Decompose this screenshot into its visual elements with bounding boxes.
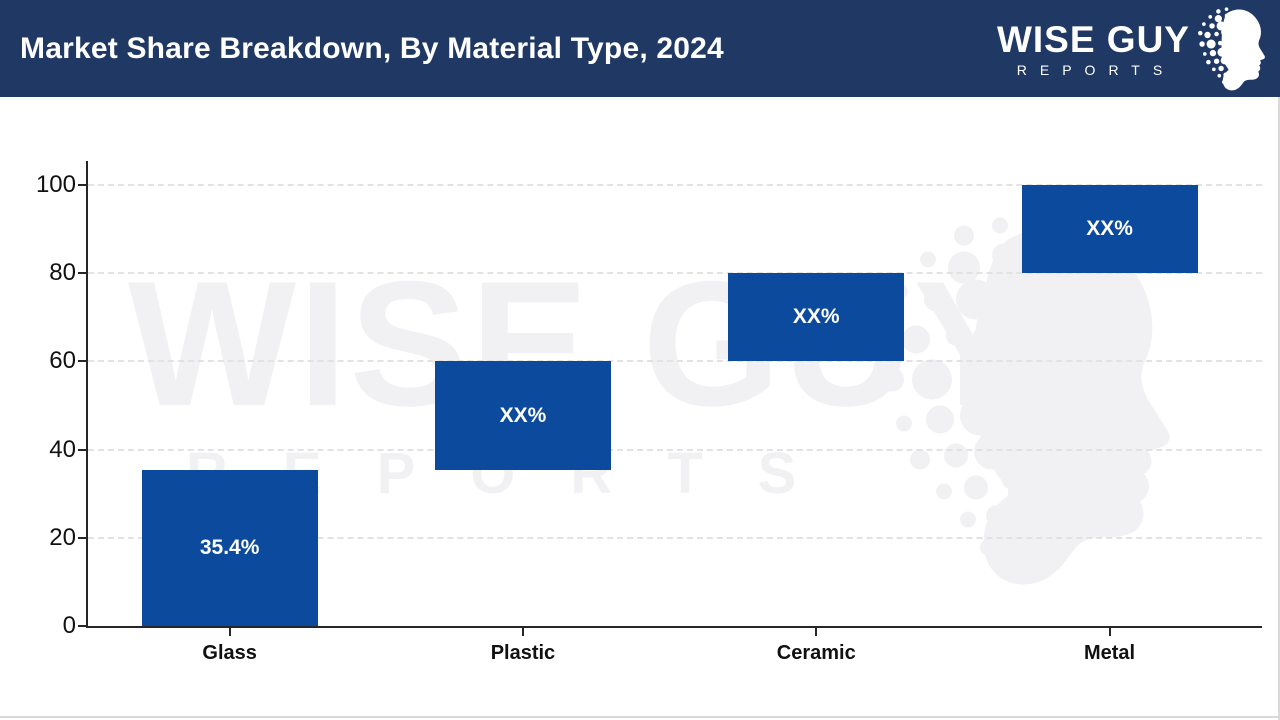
gridline-80 <box>88 272 1262 275</box>
y-tick-mark <box>78 272 86 275</box>
bar-value-label: XX% <box>792 305 840 329</box>
y-tick-mark <box>78 625 86 627</box>
gridline-60 <box>88 360 1262 363</box>
bar-glass: 35.4% <box>141 469 318 626</box>
bar-value-label: XX% <box>1086 217 1133 241</box>
x-category-label: Glass <box>202 642 257 664</box>
y-tick-label: 60 <box>49 347 76 375</box>
header-bar: Market Share Breakdown, By Material Type… <box>0 0 1280 97</box>
bar-ceramic: XX% <box>728 273 905 362</box>
gridline-20 <box>88 536 1262 539</box>
x-tick-mark <box>521 628 524 636</box>
x-category-label: Plastic <box>490 642 556 664</box>
y-tick-mark <box>78 448 86 451</box>
bar-metal: XX% <box>1021 185 1198 274</box>
chart-area: WISE GUY REPORTS 0 20 40 60 80 100 35.4% Glass X… <box>0 97 1280 720</box>
y-tick-label: 0 <box>62 612 76 639</box>
x-category-label: Ceramic <box>776 642 856 664</box>
logo-text: WISE GUY REPORTS <box>997 21 1190 77</box>
x-tick-mark <box>815 628 818 636</box>
logo-head-icon <box>1174 6 1270 92</box>
chart-title: Market Share Breakdown, By Material Type… <box>20 31 724 65</box>
wiseguy-logo: WISE GUY REPORTS <box>997 6 1270 92</box>
y-tick-label: 40 <box>49 435 76 463</box>
logo-subtitle: REPORTS <box>1016 61 1176 78</box>
logo-wordmark: WISE GUY <box>996 18 1190 60</box>
y-tick-mark <box>78 184 86 186</box>
y-tick-label: 20 <box>49 523 76 551</box>
bar-value-label: XX% <box>499 403 547 427</box>
x-tick-mark <box>228 628 231 636</box>
gridline-40 <box>88 448 1262 451</box>
bar-value-label: 35.4% <box>199 535 260 559</box>
x-tick-mark <box>1108 628 1111 636</box>
plot: 0 20 40 60 80 100 35.4% Glass XX% Plastic XX% Ceram… <box>0 97 1280 720</box>
y-tick-label: 80 <box>49 259 76 287</box>
x-axis-line <box>86 626 1262 628</box>
x-category-label: Metal <box>1083 642 1136 664</box>
y-tick-mark <box>78 360 86 363</box>
y-axis-line <box>86 161 88 628</box>
bar-plastic: XX% <box>434 361 611 470</box>
y-tick-mark <box>78 536 86 539</box>
gridline-100 <box>88 184 1262 186</box>
y-tick-label: 100 <box>35 171 76 198</box>
